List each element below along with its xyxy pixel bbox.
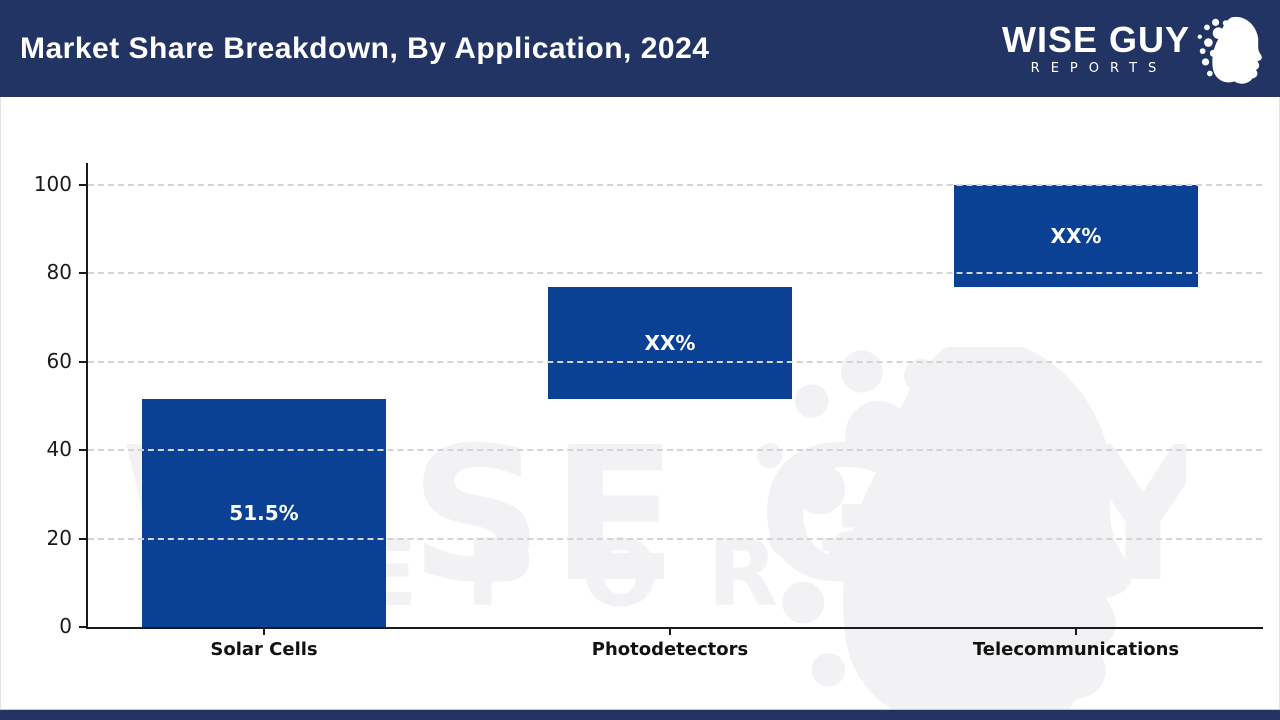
- y-axis: [86, 163, 88, 629]
- gridline-100: [88, 184, 1262, 186]
- y-tick-label: 0: [59, 614, 72, 638]
- bar-photodetectors: XX%: [548, 286, 792, 400]
- y-tick-mark: [79, 449, 87, 452]
- x-tick-mark: [669, 629, 671, 635]
- page-title: Market Share Breakdown, By Application, …: [20, 31, 710, 65]
- gridline-40: [88, 449, 1262, 452]
- bar-telecommunications: XX%: [954, 185, 1198, 287]
- x-axis: [86, 627, 1263, 629]
- y-tick-mark: [79, 537, 87, 540]
- gridline-80: [88, 272, 1262, 275]
- footer-bar: [0, 709, 1280, 720]
- logo-text: WISE GUY REPORTS: [1001, 19, 1190, 76]
- header: Market Share Breakdown, By Application, …: [0, 0, 1280, 97]
- x-category-label-solar-cells: Solar Cells: [210, 639, 318, 660]
- bar-value-label: 51.5%: [229, 501, 299, 526]
- x-tick-mark: [263, 629, 265, 635]
- logo-subtext: REPORTS: [1030, 61, 1168, 76]
- bar-value-label: XX%: [644, 331, 696, 355]
- y-tick-mark: [79, 184, 87, 186]
- y-tick-mark: [79, 272, 87, 275]
- x-category-label-telecommunications: Telecommunications: [972, 639, 1180, 660]
- gridline-20: [88, 537, 1262, 540]
- x-tick-mark: [1075, 629, 1077, 635]
- y-tick-label: 40: [46, 437, 72, 462]
- y-tick-mark: [79, 360, 87, 363]
- y-tick-mark: [79, 626, 87, 628]
- y-tick-label: 20: [46, 525, 72, 550]
- y-tick-label: 80: [46, 260, 72, 285]
- bar-solar-cells: 51.5%: [142, 399, 386, 627]
- x-category-label-photodetectors: Photodetectors: [591, 639, 749, 660]
- y-tick-label: 60: [46, 348, 72, 373]
- gridline-60: [88, 360, 1262, 363]
- wiseguy-logo: WISE GUY REPORTS: [1002, 7, 1266, 91]
- logo-wordmark: WISE GUY: [1001, 19, 1190, 60]
- y-tick-label: 100: [33, 172, 72, 196]
- bar-value-label: XX%: [1050, 223, 1102, 248]
